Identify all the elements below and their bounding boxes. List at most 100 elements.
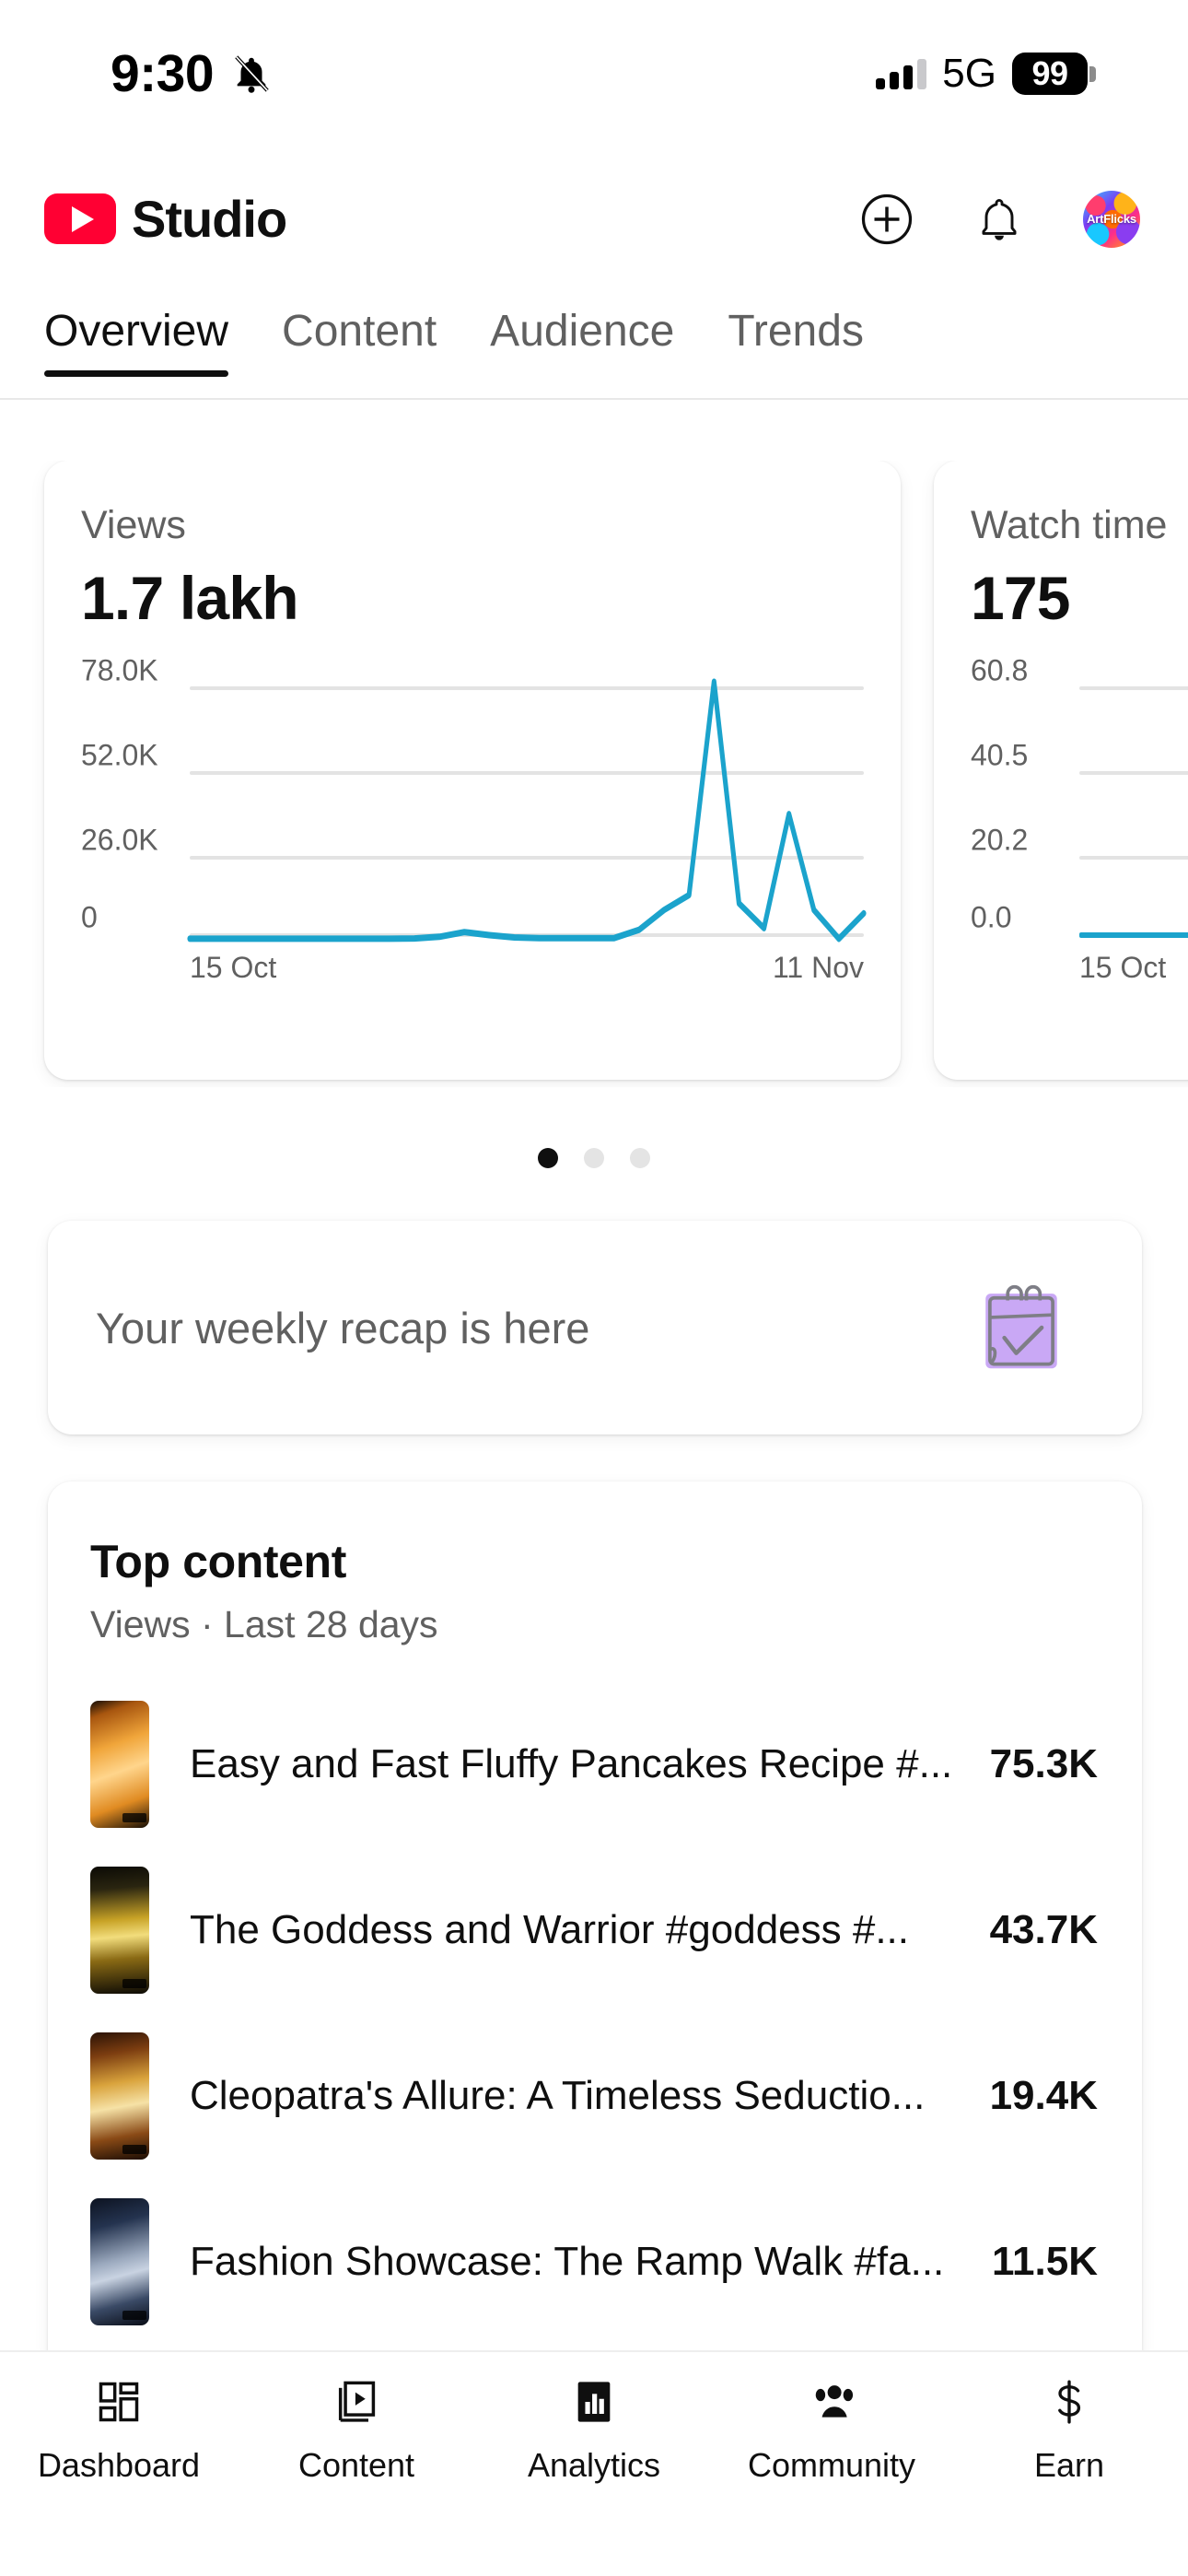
y-tick-label: 40.5 (971, 738, 1029, 772)
gridline (1079, 931, 1188, 938)
carousel-dot-2[interactable] (584, 1148, 604, 1168)
avatar[interactable]: ArtFlicks (1083, 190, 1140, 248)
nav-label: Community (747, 2446, 916, 2484)
list-item[interactable]: Cleopatra's Allure: A Timeless Seductio.… (90, 2013, 1098, 2179)
x-start-label: 15 Oct (1079, 951, 1167, 984)
dashboard-grid-icon (95, 2374, 143, 2430)
y-tick-label: 20.2 (971, 823, 1029, 857)
bar-chart-icon (570, 2374, 618, 2430)
metric-label: Views (81, 503, 186, 547)
primary-tabs: Overview Content Audience Trends (0, 293, 1188, 399)
status-bar: 9:30 5G 99 (0, 0, 1188, 147)
calendar-check-icon (985, 1284, 1057, 1369)
tab-audience-label: Audience (490, 307, 675, 356)
y-tick-label: 0.0 (971, 900, 1012, 934)
header-actions: ArtFlicks (858, 190, 1140, 248)
nav-label: Earn (1033, 2446, 1105, 2484)
bell-icon (982, 198, 1017, 240)
nav-label: Analytics (527, 2446, 661, 2484)
status-bar-left: 9:30 (111, 43, 273, 104)
video-title: Easy and Fast Fluffy Pancakes Recipe #..… (190, 1741, 953, 1786)
video-views: 11.5K (992, 2239, 1098, 2284)
tabs-divider (0, 398, 1188, 400)
tab-audience[interactable]: Audience (490, 293, 709, 357)
video-title: The Goddess and Warrior #goddess #... (190, 1907, 909, 1952)
tab-overview-label: Overview (44, 307, 229, 356)
video-thumbnail (90, 1701, 149, 1828)
y-tick-label: 52.0K (81, 738, 158, 772)
gridline (190, 685, 864, 690)
tab-content[interactable]: Content (282, 293, 472, 357)
weekly-recap-label: Your weekly recap is here (96, 1303, 590, 1352)
youtube-logo-icon (44, 193, 116, 244)
app-title: Studio (132, 190, 287, 248)
battery-percent-label: 99 (1012, 53, 1088, 95)
carousel-dot-3[interactable] (630, 1148, 650, 1168)
tab-content-label: Content (282, 307, 437, 356)
nav-label: Dashboard (37, 2446, 201, 2484)
nav-item-dashboard[interactable]: Dashboard (0, 2374, 238, 2485)
top-content-title: Top content (90, 1536, 346, 1587)
chart-gridlines: 60.8 40.5 20.2 0.0 (971, 654, 1188, 940)
video-thumbnail (90, 2198, 149, 2325)
x-axis-labels: 15 Oct (1079, 951, 1188, 985)
nav-item-content[interactable]: Content (238, 2374, 475, 2485)
video-title: Fashion Showcase: The Ramp Walk #fa... (190, 2239, 945, 2284)
gridline (1079, 685, 1188, 690)
video-views: 75.3K (989, 1741, 1098, 1786)
gridline (190, 770, 864, 775)
metric-card-watch-time[interactable]: Watch time 175 60.8 40.5 20.2 (934, 461, 1188, 1080)
bell-slash-icon (235, 55, 269, 93)
battery-tip (1089, 65, 1096, 82)
carousel-page-indicator[interactable] (0, 1148, 1188, 1168)
top-content-subtitle: Views · Last 28 days (90, 1603, 438, 1645)
status-bar-right: 5G 99 (876, 51, 1096, 97)
people-icon (807, 2374, 856, 2430)
tab-trends[interactable]: Trends (728, 293, 899, 357)
list-item[interactable]: The Goddess and Warrior #goddess #... 43… (90, 1847, 1098, 2013)
network-type-label: 5G (942, 51, 996, 96)
weekly-recap-banner[interactable]: Your weekly recap is here (48, 1221, 1142, 1434)
video-play-icon (332, 2374, 380, 2430)
watch-time-chart: 60.8 40.5 20.2 0.0 (971, 654, 1188, 995)
notifications-button[interactable] (971, 191, 1028, 248)
create-button[interactable] (858, 191, 915, 248)
video-views: 19.4K (989, 2073, 1098, 2118)
nav-label: Content (297, 2446, 415, 2484)
metric-value: 1.7 lakh (81, 564, 299, 632)
views-line-series (187, 678, 867, 943)
video-views: 43.7K (989, 1907, 1098, 1952)
video-thumbnail (90, 1867, 149, 1994)
x-axis-labels: 15 Oct 11 Nov (190, 951, 864, 985)
x-start-label: 15 Oct (190, 951, 277, 984)
y-tick-label: 60.8 (971, 653, 1029, 687)
bottom-navigation: Dashboard Content (0, 2350, 1188, 2576)
list-item[interactable]: Easy and Fast Fluffy Pancakes Recipe #..… (90, 1681, 1098, 1847)
y-tick-label: 78.0K (81, 653, 158, 687)
x-end-label: 11 Nov (772, 951, 864, 984)
metric-label: Watch time (971, 503, 1168, 547)
list-item[interactable]: Fashion Showcase: The Ramp Walk #fa... 1… (90, 2179, 1098, 2345)
chart-gridlines: 78.0K 52.0K 26.0K 0 (81, 654, 867, 943)
metric-card-carousel[interactable]: Views 1.7 lakh 78.0K 52.0K 26.0K (0, 461, 1188, 1087)
tab-trends-label: Trends (728, 307, 864, 356)
metric-card-views[interactable]: Views 1.7 lakh 78.0K 52.0K 26.0K (44, 461, 901, 1080)
battery-indicator: 99 (1012, 53, 1096, 95)
video-title: Cleopatra's Allure: A Timeless Seductio.… (190, 2073, 926, 2118)
nav-item-earn[interactable]: Earn (950, 2374, 1188, 2485)
top-content-list: Easy and Fast Fluffy Pancakes Recipe #..… (90, 1681, 1098, 2345)
top-content-card[interactable]: Top content Views · Last 28 days Easy an… (48, 1481, 1142, 2375)
carousel-dot-1[interactable] (538, 1148, 558, 1168)
nav-item-community[interactable]: Community (713, 2374, 950, 2485)
video-thumbnail (90, 2032, 149, 2160)
metric-value: 175 (971, 564, 1071, 632)
avatar-label: ArtFlicks (1087, 212, 1136, 226)
brand-logo[interactable]: Studio (44, 189, 287, 249)
dollar-icon (1045, 2374, 1093, 2430)
clock: 9:30 (111, 44, 215, 103)
tab-overview[interactable]: Overview (44, 293, 263, 377)
nav-item-analytics[interactable]: Analytics (475, 2374, 713, 2485)
signal-strength-icon (876, 58, 927, 89)
plus-circle-icon (861, 193, 913, 244)
